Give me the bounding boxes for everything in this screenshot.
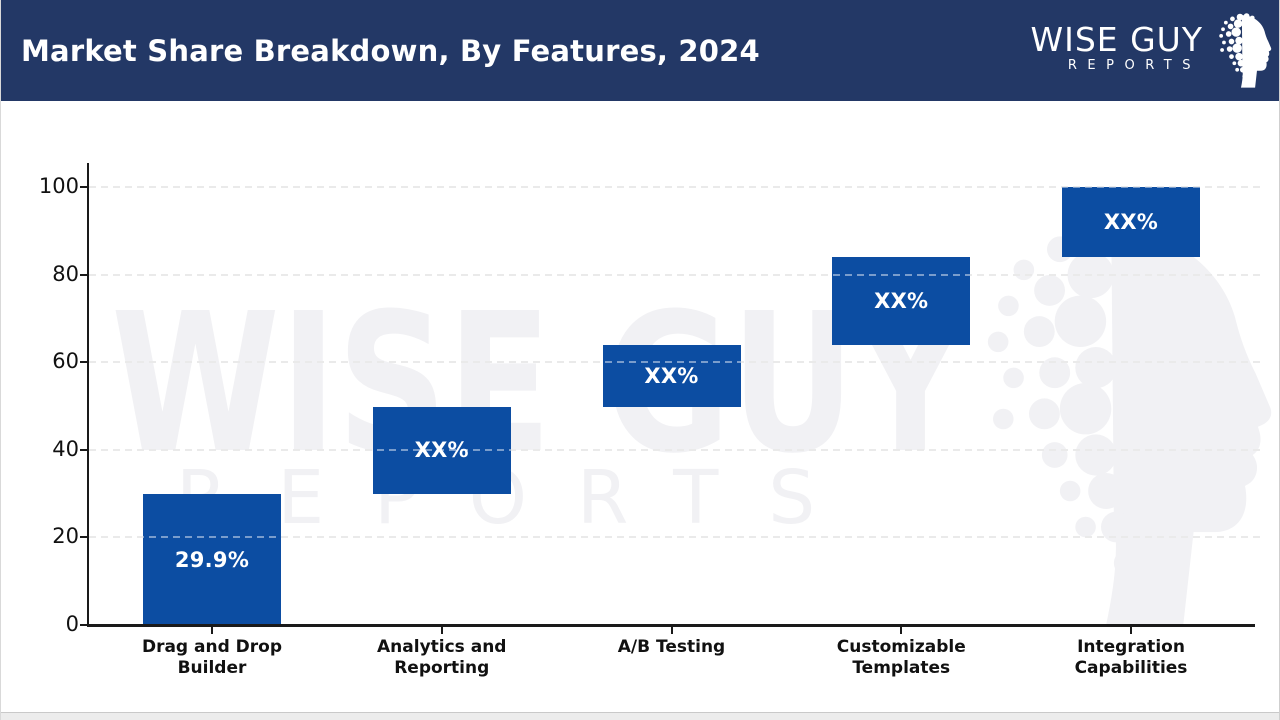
logo-text-wiseguy: WISE GUY [1030,20,1203,59]
y-axis-tick-label: 0 [65,612,79,636]
gridline-overlay [89,448,1263,451]
logo-text-reports: REPORTS [1067,58,1201,73]
x-axis-tick-mark [900,627,903,634]
page-title: Market Share Breakdown, By Features, 202… [21,33,760,68]
bar-segment: XX% [832,257,971,345]
bar-value-label: 29.9% [174,547,250,572]
x-axis-category-label: Analytics and Reporting [377,637,507,678]
x-axis-line [87,624,1255,627]
wiseguy-watermark: WISE GUY REPORTS [111,218,1272,625]
x-axis-category-label: Drag and Drop Builder [141,637,283,678]
gridline-overlay [89,186,1263,188]
gridline [89,448,1263,451]
wiseguy-logo: WISE GUY REPORTS [1015,0,1275,101]
y-axis-tick-mark [80,361,87,364]
header-bar: Market Share Breakdown, By Features, 202… [1,0,1279,101]
watermark-text-line1: WISE GUY [111,273,968,496]
x-axis-category-label: Integration Capabilities [1074,637,1188,678]
gridline-overlay [89,536,1263,539]
x-axis-category-label: A/B Testing [617,637,726,657]
bar-value-label: XX% [1103,210,1159,235]
bar-value-label: XX% [414,438,469,463]
bar-segment: XX% [1062,187,1200,258]
x-axis-tick-mark [211,627,213,634]
gridline [89,273,1263,276]
bar-value-label: XX% [874,288,929,313]
bar-value-label: XX% [644,363,699,388]
y-axis-tick-mark [80,624,87,626]
x-axis-tick-mark [670,627,673,634]
x-axis-tick-mark [440,627,443,634]
wiseguy-head-icon [1207,6,1273,94]
y-axis-tick-label: 60 [52,349,79,374]
y-axis-tick-label: 100 [38,174,79,198]
y-axis-tick-mark [80,186,87,188]
y-axis-tick-mark [80,273,87,276]
y-axis-tick-mark [80,536,87,539]
y-axis-tick-label: 80 [52,261,79,286]
x-axis-tick-mark [1130,627,1132,634]
bar-segment: XX% [372,406,511,495]
y-axis-tick-label: 20 [52,524,79,549]
x-axis-category-label: Customizable Templates [836,637,966,678]
y-axis-tick-label: 40 [52,436,79,461]
gridline [89,536,1263,539]
gridline-overlay [89,361,1263,364]
gridline-overlay [89,273,1263,276]
bottom-edge-strip [1,712,1279,720]
bar-segment: 29.9% [143,494,281,625]
bar-segment: XX% [602,344,741,407]
gridline [89,186,1263,188]
y-axis-tick-mark [80,448,87,451]
y-axis-line [87,163,89,627]
